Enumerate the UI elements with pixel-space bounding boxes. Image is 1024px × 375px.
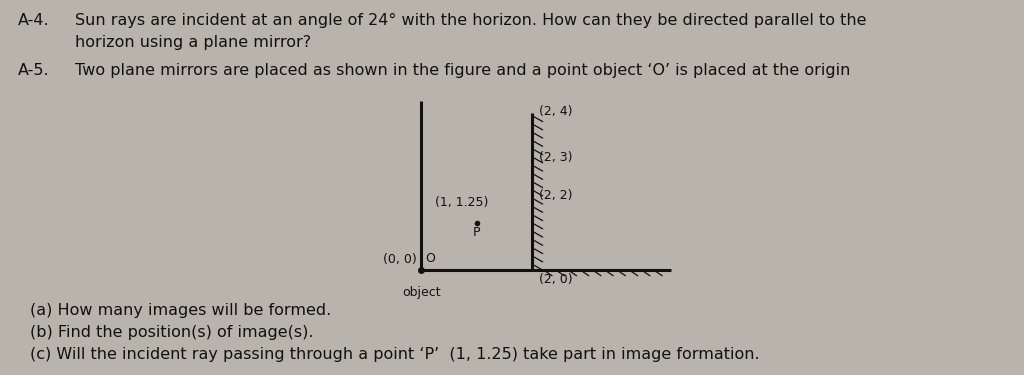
Text: A-4.: A-4. (18, 13, 49, 28)
Text: (a) How many images will be formed.: (a) How many images will be formed. (30, 303, 331, 318)
Text: Two plane mirrors are placed as shown in the figure and a point object ‘O’ is pl: Two plane mirrors are placed as shown in… (75, 63, 850, 78)
Text: A-5.: A-5. (18, 63, 49, 78)
Text: (2, 3): (2, 3) (540, 151, 572, 164)
Text: object: object (402, 286, 440, 299)
Text: (2, 4): (2, 4) (540, 105, 572, 118)
Text: Sun rays are incident at an angle of 24° with the horizon. How can they be direc: Sun rays are incident at an angle of 24°… (75, 13, 866, 28)
Text: O: O (426, 252, 435, 266)
Text: (c) Will the incident ray passing through a point ‘P’  (1, 1.25) take part in im: (c) Will the incident ray passing throug… (30, 347, 760, 362)
Text: P: P (473, 226, 480, 239)
Text: (2, 0): (2, 0) (540, 273, 572, 286)
Text: horizon using a plane mirror?: horizon using a plane mirror? (75, 35, 311, 50)
Text: (b) Find the position(s) of image(s).: (b) Find the position(s) of image(s). (30, 325, 313, 340)
Text: (0, 0): (0, 0) (383, 252, 417, 266)
Text: (1, 1.25): (1, 1.25) (435, 196, 488, 209)
Text: (2, 2): (2, 2) (540, 189, 572, 201)
